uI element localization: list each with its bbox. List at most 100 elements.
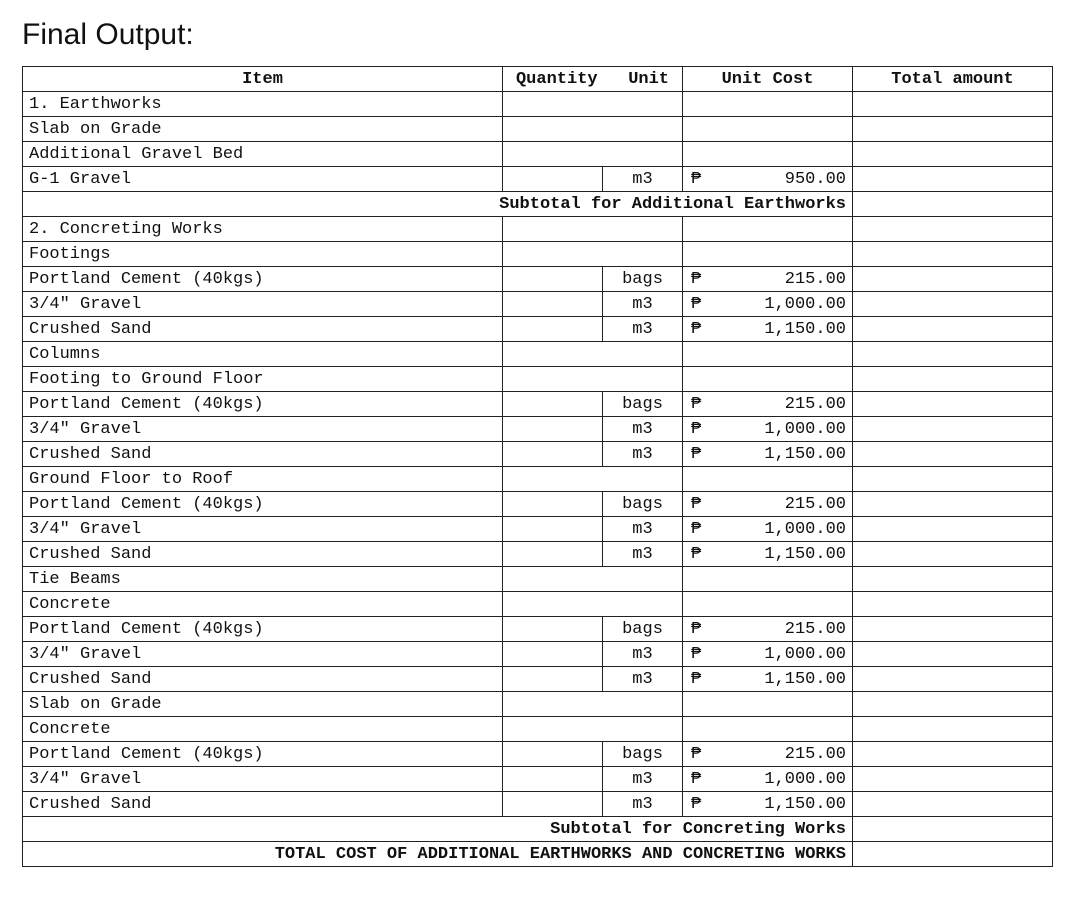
total-cell: [853, 742, 1053, 767]
subtotal-amount: [853, 817, 1053, 842]
peso-icon: ₱: [691, 545, 701, 564]
table-row: Footings: [23, 242, 1053, 267]
unit-cost-cell: ₱215.00: [683, 742, 853, 767]
item-label: Footings: [23, 242, 503, 267]
unit-cost-empty: [683, 117, 853, 142]
item-name: Portland Cement (40kgs): [23, 267, 503, 292]
table-row: Footing to Ground Floor: [23, 367, 1053, 392]
unit-cost-value: 1,150.00: [764, 545, 846, 564]
unit-cost-empty: [683, 467, 853, 492]
table-row: Columns: [23, 342, 1053, 367]
total-cell: [853, 267, 1053, 292]
unit-cost-cell: ₱1,150.00: [683, 792, 853, 817]
unit-cost-value: 1,150.00: [764, 445, 846, 464]
unit-cost-empty: [683, 92, 853, 117]
table-row: 3/4" Gravelm3₱1,000.00: [23, 642, 1053, 667]
table-row: Portland Cement (40kgs)bags₱215.00: [23, 617, 1053, 642]
unit-cost-value: 215.00: [785, 745, 846, 764]
peso-icon: ₱: [691, 670, 701, 689]
item-name: 3/4" Gravel: [23, 642, 503, 667]
total-cell: [853, 667, 1053, 692]
unit-cost-empty: [683, 342, 853, 367]
peso-icon: ₱: [691, 445, 701, 464]
col-header-item: Item: [23, 67, 503, 92]
total-cell: [853, 292, 1053, 317]
item-label: 1. Earthworks: [23, 92, 503, 117]
table-row: Slab on Grade: [23, 117, 1053, 142]
item-label: Slab on Grade: [23, 117, 503, 142]
unit-cell: bags: [603, 267, 683, 292]
unit-cost-cell: ₱ 1,000.00: [683, 517, 853, 542]
item-label: Concrete: [23, 717, 503, 742]
total-cell: [853, 542, 1053, 567]
item-label: Ground Floor to Roof: [23, 467, 503, 492]
peso-icon: ₱: [691, 420, 701, 439]
peso-icon: ₱: [691, 520, 701, 539]
item-label: Additional Gravel Bed: [23, 142, 503, 167]
unit-cost-value: 950.00: [785, 170, 846, 189]
unit-cost-value: 1,150.00: [764, 320, 846, 339]
total-cell: [853, 517, 1053, 542]
peso-icon: ₱: [691, 645, 701, 664]
unit-cost-cell: ₱ 215.00: [683, 267, 853, 292]
quantity-cell: [503, 292, 603, 317]
total-empty: [853, 467, 1053, 492]
unit-cost-value: 215.00: [785, 270, 846, 289]
total-empty: [853, 717, 1053, 742]
quantity-cell: [503, 492, 603, 517]
total-cell: [853, 417, 1053, 442]
total-empty: [853, 592, 1053, 617]
table-row: Subtotal for Additional Earthworks: [23, 192, 1053, 217]
total-cell: [853, 642, 1053, 667]
item-name: Crushed Sand: [23, 542, 503, 567]
unit-cell: m3: [603, 292, 683, 317]
table-row: Crushed Sandm3₱1,150.00: [23, 542, 1053, 567]
total-cell: [853, 442, 1053, 467]
unit-cost-value: 1,000.00: [764, 295, 846, 314]
item-name: Crushed Sand: [23, 667, 503, 692]
unit-cost-cell: ₱950.00: [683, 167, 853, 192]
table-row: Tie Beams: [23, 567, 1053, 592]
quantity-cell: [503, 317, 603, 342]
quantity-cell: [503, 667, 603, 692]
item-name: Crushed Sand: [23, 792, 503, 817]
total-cell: [853, 392, 1053, 417]
unit-cell: m3: [603, 767, 683, 792]
unit-cost-cell: ₱1,000.00: [683, 417, 853, 442]
item-name: Portland Cement (40kgs): [23, 617, 503, 642]
item-name: 3/4" Gravel: [23, 767, 503, 792]
peso-icon: ₱: [691, 395, 701, 414]
subtotal-label: Subtotal for Additional Earthworks: [23, 192, 853, 217]
qty-unit-empty: [503, 217, 683, 242]
total-empty: [853, 692, 1053, 717]
peso-icon: ₱: [691, 320, 701, 339]
total-empty: [853, 367, 1053, 392]
unit-cell: bags: [603, 492, 683, 517]
grand-total-amount: [853, 842, 1053, 867]
peso-icon: ₱: [691, 270, 701, 289]
total-empty: [853, 142, 1053, 167]
quantity-cell: [503, 392, 603, 417]
table-row: 3/4" Gravelm3₱1,000.00: [23, 292, 1053, 317]
item-name: Portland Cement (40kgs): [23, 392, 503, 417]
qty-unit-empty: [503, 342, 683, 367]
peso-icon: ₱: [691, 495, 701, 514]
subtotal-amount: [853, 192, 1053, 217]
unit-cost-value: 215.00: [785, 395, 846, 414]
quantity-cell: [503, 417, 603, 442]
col-header-total: Total amount: [853, 67, 1053, 92]
bill-of-quantities-table: Item Quantity Unit Unit Cost Total amoun…: [22, 66, 1053, 867]
item-name: Portland Cement (40kgs): [23, 492, 503, 517]
unit-cell: m3: [603, 167, 683, 192]
table-header-row: Item Quantity Unit Unit Cost Total amoun…: [23, 67, 1053, 92]
table-row: G-1 Gravelm3₱950.00: [23, 167, 1053, 192]
unit-cost-value: 1,000.00: [764, 770, 846, 789]
unit-cost-cell: ₱1,150.00: [683, 667, 853, 692]
table-row: 1. Earthworks: [23, 92, 1053, 117]
total-cell: [853, 167, 1053, 192]
item-label: 2. Concreting Works: [23, 217, 503, 242]
total-cell: [853, 317, 1053, 342]
unit-cost-value: 1,150.00: [764, 795, 846, 814]
unit-cost-cell: ₱ 1,150.00: [683, 542, 853, 567]
unit-cost-value: 1,000.00: [764, 520, 846, 539]
